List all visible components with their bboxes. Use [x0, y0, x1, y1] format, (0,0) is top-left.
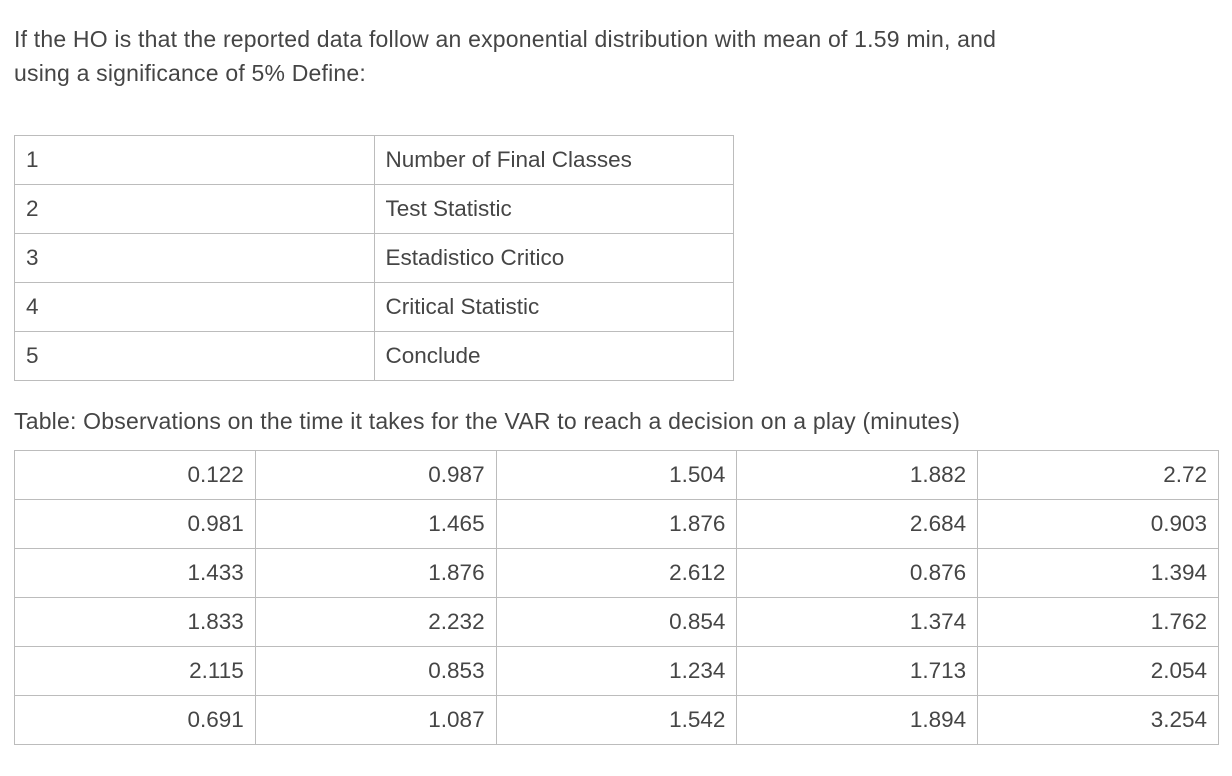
- observation-cell: 1.465: [254, 499, 497, 549]
- observation-cell: 3.254: [977, 695, 1219, 745]
- table-row: 4 Critical Statistic: [14, 282, 734, 332]
- observation-cell: 2.72: [977, 450, 1219, 500]
- observation-cell: 2.612: [495, 548, 738, 598]
- observation-cell: 1.394: [977, 548, 1219, 598]
- item-label: Estadistico Critico: [373, 233, 734, 283]
- table-row: 0.122 0.987 1.504 1.882 2.72: [14, 450, 1219, 500]
- observation-cell: 0.854: [495, 597, 738, 647]
- observation-cell: 0.981: [14, 499, 256, 549]
- observation-cell: 1.542: [495, 695, 738, 745]
- observation-cell: 2.115: [14, 646, 256, 696]
- table-row: 2.115 0.853 1.234 1.713 2.054: [14, 646, 1219, 696]
- item-label: Number of Final Classes: [373, 135, 734, 185]
- item-number: 4: [14, 282, 375, 332]
- observation-cell: 1.876: [495, 499, 738, 549]
- observation-cell: 1.833: [14, 597, 256, 647]
- observation-cell: 0.903: [977, 499, 1219, 549]
- observation-cell: 1.762: [977, 597, 1219, 647]
- item-label: Test Statistic: [373, 184, 734, 234]
- item-number: 5: [14, 331, 375, 381]
- table-row: 3 Estadistico Critico: [14, 233, 734, 283]
- observation-cell: 2.054: [977, 646, 1219, 696]
- observation-cell: 0.122: [14, 450, 256, 500]
- item-number: 2: [14, 184, 375, 234]
- observation-cell: 0.876: [736, 548, 979, 598]
- question-text: If the HO is that the reported data foll…: [14, 22, 1218, 90]
- observation-cell: 1.087: [254, 695, 497, 745]
- table-row: 2 Test Statistic: [14, 184, 734, 234]
- item-number: 3: [14, 233, 375, 283]
- observation-cell: 1.504: [495, 450, 738, 500]
- observation-cell: 1.882: [736, 450, 979, 500]
- observation-cell: 1.234: [495, 646, 738, 696]
- define-table: 1 Number of Final Classes 2 Test Statist…: [14, 135, 734, 381]
- observations-caption: Table: Observations on the time it takes…: [14, 408, 961, 434]
- item-label: Conclude: [373, 331, 734, 381]
- table-row: 0.691 1.087 1.542 1.894 3.254: [14, 695, 1219, 745]
- observation-cell: 0.691: [14, 695, 256, 745]
- item-label: Critical Statistic: [373, 282, 734, 332]
- observation-cell: 1.713: [736, 646, 979, 696]
- observation-cell: 1.894: [736, 695, 979, 745]
- observation-cell: 2.232: [254, 597, 497, 647]
- item-number: 1: [14, 135, 375, 185]
- observation-cell: 1.876: [254, 548, 497, 598]
- table-row: 1.833 2.232 0.854 1.374 1.762: [14, 597, 1219, 647]
- table-row: 0.981 1.465 1.876 2.684 0.903: [14, 499, 1219, 549]
- observations-table: 0.122 0.987 1.504 1.882 2.72 0.981 1.465…: [14, 450, 1219, 745]
- question-text-line2: using a significance of 5% Define:: [14, 60, 367, 86]
- observation-cell: 0.853: [254, 646, 497, 696]
- observation-cell: 0.987: [254, 450, 497, 500]
- observation-cell: 1.374: [736, 597, 979, 647]
- table-row: 5 Conclude: [14, 331, 734, 381]
- table-row: 1.433 1.876 2.612 0.876 1.394: [14, 548, 1219, 598]
- observation-cell: 1.433: [14, 548, 256, 598]
- observation-cell: 2.684: [736, 499, 979, 549]
- table-row: 1 Number of Final Classes: [14, 135, 734, 185]
- question-text-line1: If the HO is that the reported data foll…: [14, 26, 997, 52]
